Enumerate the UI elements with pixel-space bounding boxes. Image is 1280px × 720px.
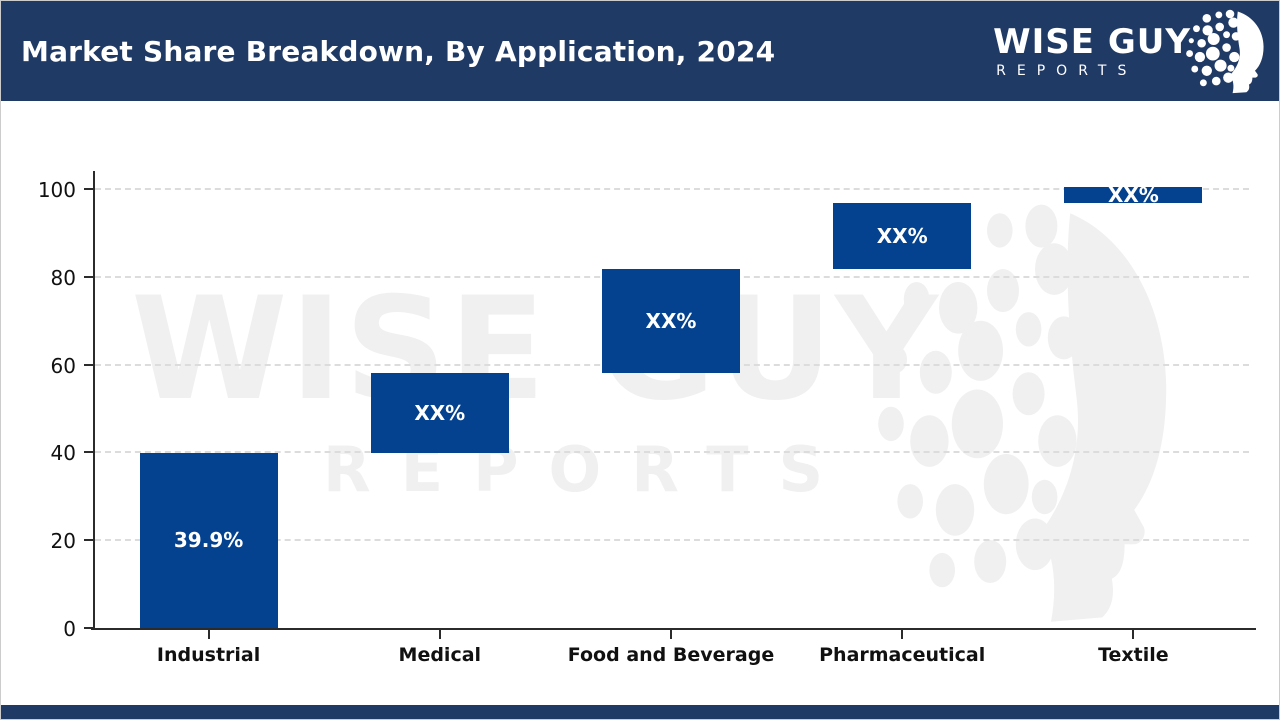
y-tick-mark <box>84 627 93 629</box>
y-tick-mark <box>84 363 93 366</box>
bar-value-label: XX% <box>1107 183 1159 208</box>
y-tick-label: 100 <box>37 178 76 202</box>
plot-area: 0 20 40 60 80 100 39.9% Industrial XX% Medical XX%… <box>1 101 1279 707</box>
x-tick-mark <box>207 630 210 639</box>
logo-wordmark: WISE GUY <box>993 21 1191 62</box>
gridline <box>95 451 1249 454</box>
x-axis-line <box>91 628 1256 630</box>
y-tick-mark <box>84 451 93 454</box>
y-tick-label: 40 <box>50 441 76 466</box>
x-category-label: Pharmaceutical <box>819 644 986 666</box>
y-tick-label: 80 <box>50 265 76 290</box>
logo-subtitle: REPORTS <box>996 62 1138 79</box>
y-tick-label: 0 <box>63 617 76 641</box>
y-axis-line <box>93 171 95 630</box>
bar-industrial: 39.9% <box>139 452 278 628</box>
bar-textile: XX% <box>1064 183 1203 208</box>
bar-value-label: XX% <box>414 400 466 425</box>
y-tick-label: 20 <box>50 529 76 554</box>
x-category-label: Medical <box>398 644 482 666</box>
y-tick-mark <box>84 539 93 542</box>
bar-medical: XX% <box>370 372 509 453</box>
x-tick-mark <box>1132 630 1135 639</box>
x-tick-mark <box>670 630 672 639</box>
dotted-face-icon <box>1186 9 1264 94</box>
x-tick-mark <box>438 630 441 639</box>
y-tick-mark <box>84 275 93 278</box>
x-category-label: Textile <box>1098 644 1169 666</box>
logo-text: WISE GUY REPORTS <box>993 25 1191 78</box>
bar-value-label: XX% <box>645 308 697 333</box>
bar-pharmaceutical: XX% <box>833 203 972 269</box>
header-band: Market Share Breakdown, By Application, … <box>1 1 1279 101</box>
footer-band <box>1 705 1279 719</box>
bar-value-label: 39.9% <box>173 528 244 553</box>
wise-guy-reports-logo: WISE GUY REPORTS <box>993 8 1279 94</box>
x-category-label: Food and Beverage <box>567 644 775 666</box>
x-tick-mark <box>901 630 904 639</box>
bar-food-and-beverage: XX% <box>602 268 740 373</box>
watermark-wordmark: WISE GUY <box>131 267 940 432</box>
bar-value-label: XX% <box>876 223 928 248</box>
gridline <box>95 188 1249 190</box>
y-tick-mark <box>84 188 93 190</box>
gridline <box>95 539 1249 542</box>
page-title: Market Share Breakdown, By Application, … <box>21 34 776 68</box>
y-tick-label: 60 <box>50 353 76 378</box>
x-category-label: Industrial <box>156 644 261 666</box>
